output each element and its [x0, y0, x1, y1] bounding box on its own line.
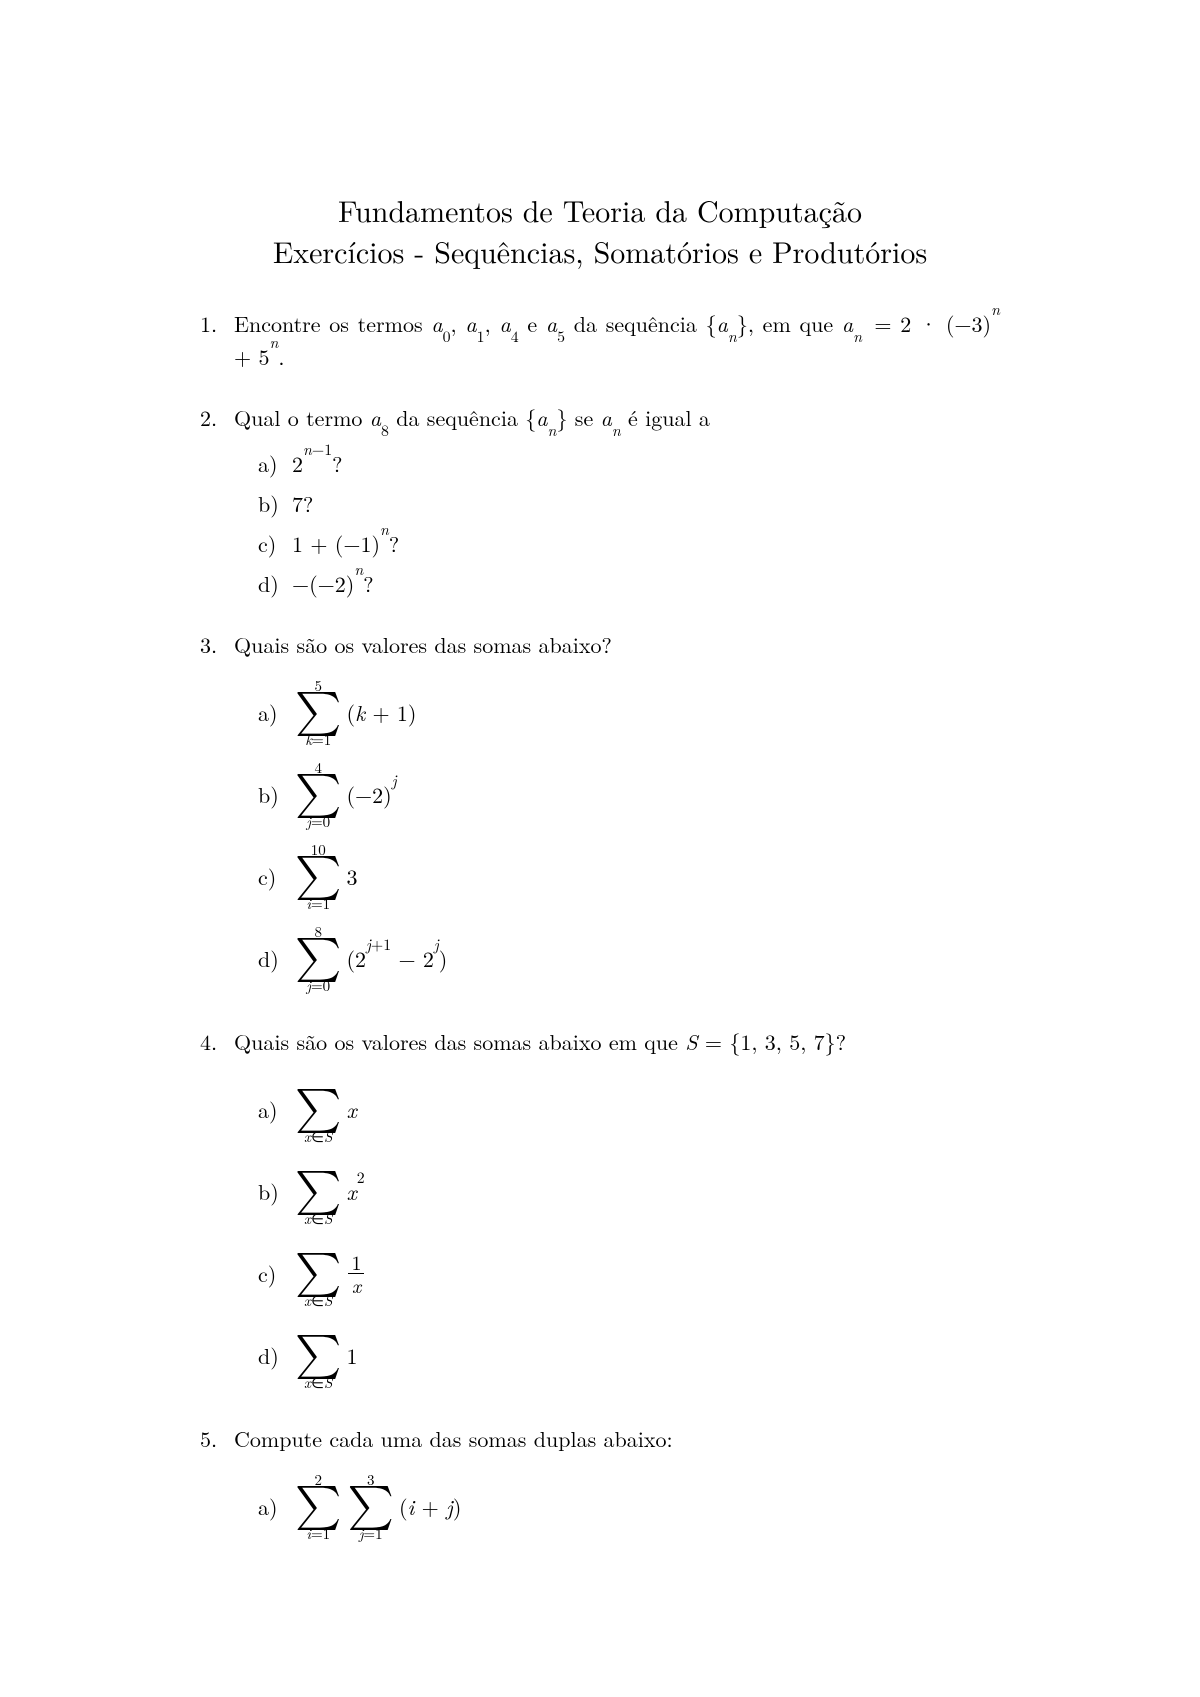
q3-item-a: 5 ∑ k=1 (k + 1): [258, 675, 1000, 751]
sum-icon: ∑ x∈S: [295, 1321, 341, 1391]
q4c-body: 1x: [346, 1252, 366, 1295]
q3-text: Quais são os valores das somas abaixo?: [234, 629, 612, 660]
q4d-body: 1: [346, 1340, 357, 1372]
q4-item-a: ∑ x∈S x: [258, 1072, 1000, 1148]
sum-icon: ∑ x∈S: [295, 1157, 341, 1227]
q5a-body: (i + j): [399, 1491, 461, 1523]
q4b-body: x2: [346, 1176, 364, 1208]
q5-subitems: 2 ∑ i=1 3 ∑ j=1 (i + j): [258, 1469, 1000, 1545]
q2-text-mid: da sequência: [389, 402, 525, 433]
exercise-list: Encontre os termos a0, a1, a4 e a5 da se…: [200, 307, 1000, 1545]
q2-text-pre: Qual o termo: [234, 402, 370, 433]
q1-and: e: [519, 308, 546, 339]
sum-icon: ∑ x∈S: [295, 1239, 341, 1309]
q3a-lower: k=1: [305, 732, 331, 748]
title-line-1: Fundamentos de Teoria da Computação: [200, 190, 1000, 231]
q2-text-post2: é igual a: [621, 402, 710, 433]
title-block: Fundamentos de Teoria da Computação Exer…: [200, 190, 1000, 271]
sum-icon: ∑ x∈S: [295, 1075, 341, 1145]
q2-item-c: 1 + (−1)n?: [258, 528, 1000, 560]
q2-item-d: −(−2)n?: [258, 568, 1000, 600]
q1-text-mid: da sequência: [565, 308, 706, 339]
q2-term: a8: [370, 402, 389, 433]
q2-item-b: 7?: [258, 488, 1000, 520]
q5-item-a: 2 ∑ i=1 3 ∑ j=1 (i + j): [258, 1469, 1000, 1545]
q2-item-a: 2n−1?: [258, 448, 1000, 480]
q3-item-c: 10 ∑ i=1 3: [258, 839, 1000, 915]
sum-icon: 10 ∑ i=1: [295, 842, 341, 912]
q3-item-d: 8 ∑ j=0 (2j+1 − 2j): [258, 921, 1000, 997]
q3a-body: (k + 1): [346, 697, 416, 729]
q3c-body: 3: [346, 861, 357, 893]
q2-seq: {an}: [525, 402, 567, 433]
exercise-2: Qual o termo a8 da sequência {an} se an …: [200, 401, 1000, 600]
q1-term-last: a5: [546, 308, 565, 339]
q3-item-b: 4 ∑ j=0 (−2)j: [258, 757, 1000, 833]
title-line-2: Exercícios - Sequências, Somatórios e Pr…: [200, 231, 1000, 272]
q2-text-post1: se: [567, 402, 600, 433]
q4-text-post: ?: [836, 1026, 846, 1057]
q1-terms: a0, a1, a4: [431, 308, 518, 339]
sum-icon: 4 ∑ j=0: [295, 760, 341, 830]
exercise-3: Quais são os valores das somas abaixo? 5…: [200, 628, 1000, 997]
page: Fundamentos de Teoria da Computação Exer…: [0, 0, 1200, 1697]
q3c-lower: i=1: [306, 896, 330, 912]
q1-text-post: , em que: [748, 308, 842, 339]
q4-subitems: ∑ x∈S x ∑ x∈S x2: [258, 1072, 1000, 1394]
q1-text-pre: Encontre os termos: [234, 308, 431, 339]
q4-item-d: ∑ x∈S 1: [258, 1318, 1000, 1394]
q4c-lower: x∈S: [304, 1293, 332, 1309]
sum-icon: 8 ∑ j=0: [295, 924, 341, 994]
q3d-body: (2j+1 − 2j): [346, 943, 447, 975]
exercise-5: Compute cada uma das somas duplas abaixo…: [200, 1422, 1000, 1545]
q1-seq: {an}: [706, 308, 748, 339]
q2-subitems: 2n−1? 7? 1 + (−1)n? −(−2)n?: [258, 448, 1000, 600]
q4a-lower: x∈S: [304, 1129, 332, 1145]
q4a-body: x: [346, 1094, 356, 1126]
exercise-4: Quais são os valores das somas abaixo em…: [200, 1025, 1000, 1394]
q3-subitems: 5 ∑ k=1 (k + 1) 4 ∑ j=0 (−2: [258, 675, 1000, 997]
q5a-outer-lower: i=1: [306, 1526, 330, 1542]
q4b-lower: x∈S: [304, 1211, 332, 1227]
q3b-body: (−2)j: [346, 779, 396, 811]
sum-icon: 3 ∑ j=1: [347, 1472, 393, 1542]
q4-item-c: ∑ x∈S 1x: [258, 1236, 1000, 1312]
q2-an: an: [601, 402, 621, 433]
q4-item-b: ∑ x∈S x2: [258, 1154, 1000, 1230]
q5a-inner-lower: j=1: [359, 1526, 383, 1542]
q1-period: .: [278, 341, 284, 372]
q4d-lower: x∈S: [304, 1375, 332, 1391]
sum-icon: 2 ∑ i=1: [295, 1472, 341, 1542]
q4-text-pre: Quais são os valores das somas abaixo em…: [234, 1026, 685, 1057]
q3d-lower: j=0: [306, 978, 330, 994]
exercise-1: Encontre os termos a0, a1, a4 e a5 da se…: [200, 307, 1000, 373]
q4-set-def: S = {1, 3, 5, 7}: [685, 1026, 835, 1057]
q3b-lower: j=0: [306, 814, 330, 830]
sum-icon: 5 ∑ k=1: [295, 678, 341, 748]
q5-text: Compute cada uma das somas duplas abaixo…: [234, 1423, 673, 1454]
